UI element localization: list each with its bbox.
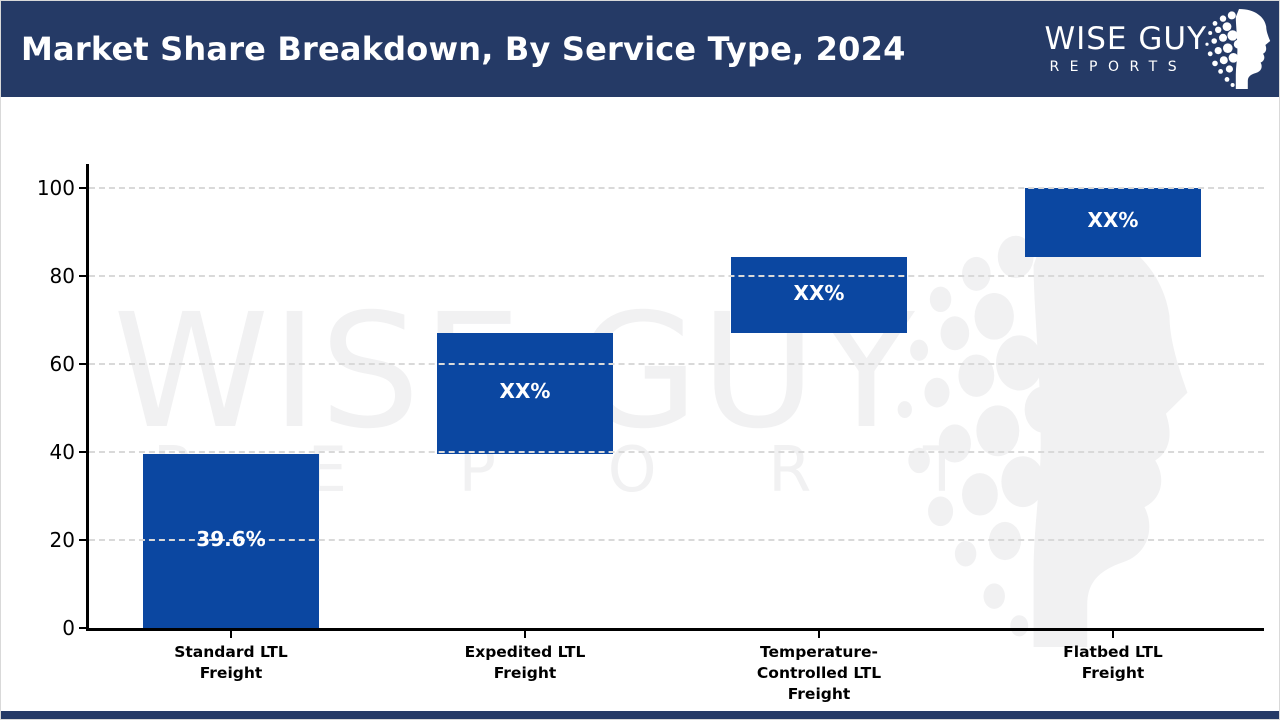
x-axis-line	[86, 628, 1264, 631]
bar-value-label: 39.6%	[196, 526, 266, 551]
x-tick	[230, 631, 232, 638]
y-tick-label: 0	[62, 616, 75, 640]
footer-bar	[1, 711, 1279, 719]
bar	[731, 256, 907, 334]
y-tick	[79, 275, 86, 277]
y-gridline	[89, 187, 1264, 189]
wise-guy-reports-logo: WISE GUY REPORTS	[1044, 9, 1271, 89]
y-gridline	[89, 451, 1264, 453]
bar-value-label: XX%	[499, 379, 551, 404]
y-tick	[79, 539, 86, 541]
logo-text: WISE GUY REPORTS	[1044, 20, 1207, 75]
y-tick-label: 60	[49, 352, 75, 376]
watermark-head-icon	[869, 223, 1191, 647]
y-tick-label: 20	[49, 528, 75, 552]
y-gridline	[89, 275, 1264, 277]
header-bar: Market Share Breakdown, By Service Type,…	[1, 1, 1279, 97]
x-tick	[524, 631, 526, 638]
chart-title: Market Share Breakdown, By Service Type,…	[21, 30, 906, 68]
y-tick-label: 100	[36, 176, 75, 200]
y-tick-label: 40	[49, 440, 75, 464]
y-axis-line	[86, 164, 89, 631]
y-tick	[79, 451, 86, 453]
x-tick	[1112, 631, 1114, 638]
bar-value-label: XX%	[793, 280, 845, 305]
y-tick-label: 80	[49, 264, 75, 288]
y-tick	[79, 187, 86, 189]
category-label: Expedited LTL Freight	[464, 643, 586, 682]
dot-head-logo-icon	[1199, 9, 1271, 89]
y-tick	[79, 627, 86, 629]
chart-canvas: WISE GUY R E P O R T S 0 20 40 60 80 100 39.6%…	[1, 97, 1279, 713]
logo-wordmark: WISE GUY	[1044, 20, 1207, 57]
category-label: Temperature- Controlled LTL Freight	[756, 643, 882, 703]
y-gridline	[89, 539, 1264, 541]
y-tick	[79, 363, 86, 365]
category-label: Flatbed LTL Freight	[1063, 643, 1163, 682]
x-tick	[818, 631, 820, 638]
bar-value-label: XX%	[1087, 208, 1139, 233]
logo-subtitle: REPORTS	[1049, 58, 1188, 75]
y-gridline	[89, 363, 1264, 365]
bar	[437, 333, 613, 454]
category-label: Standard LTL Freight	[174, 643, 288, 682]
bar	[1025, 188, 1201, 257]
